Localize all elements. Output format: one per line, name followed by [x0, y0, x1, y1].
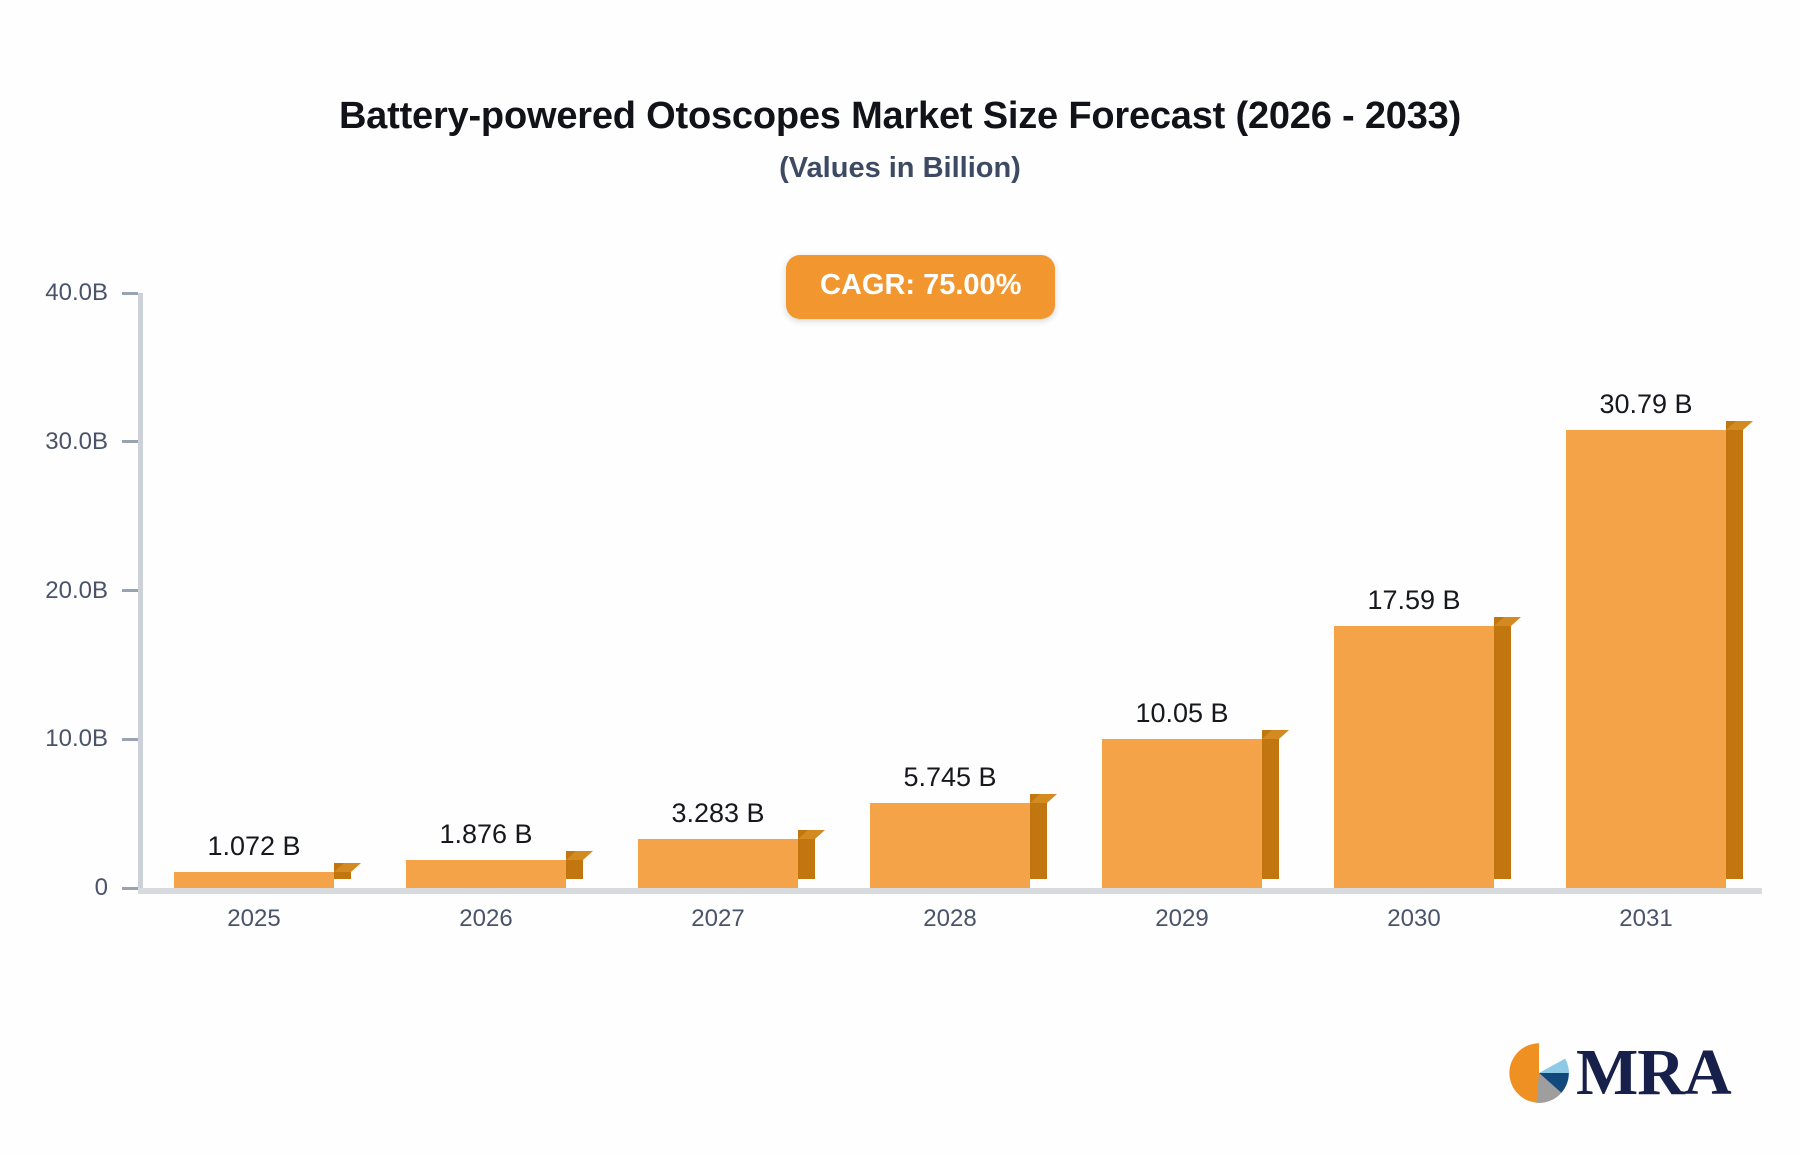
- bar-body: [870, 793, 1057, 888]
- title-block: Battery-powered Otoscopes Market Size Fo…: [0, 95, 1800, 185]
- x-axis-label-2025: 2025: [227, 905, 281, 932]
- mra-logo: MRA: [1508, 1036, 1732, 1109]
- y-axis-tick-mark: [122, 589, 138, 592]
- y-axis-tick-label: 40.0B: [45, 279, 108, 306]
- y-axis-tick-mark: [122, 737, 138, 741]
- x-axis-label-2030: 2030: [1387, 905, 1441, 932]
- y-axis-tick-label: 0: [94, 874, 108, 901]
- bar-value-label: 30.79 B: [1599, 389, 1693, 419]
- bar-2030[interactable]: 17.59 B: [1334, 585, 1521, 888]
- bar-side-face: [1030, 793, 1047, 879]
- x-axis-line: [138, 888, 1762, 894]
- bar-front-face: [406, 860, 566, 888]
- bar-value-label: 17.59 B: [1367, 585, 1461, 616]
- x-axis-labels: 2025 2026 2027 2028 2029 2030 2031: [138, 905, 1762, 945]
- y-axis-tick-mark: [122, 440, 138, 444]
- bar-side-face: [1494, 617, 1511, 879]
- y-axis-tick: 20.0B: [45, 577, 138, 605]
- bar-side-face: [1262, 729, 1279, 879]
- x-axis-label-2028: 2028: [923, 905, 977, 932]
- bar-value-label: 3.283 B: [671, 798, 765, 829]
- chart-subtitle: (Values in Billion): [779, 151, 1021, 184]
- bar-2028[interactable]: 5.745 B: [870, 762, 1057, 888]
- bar-value-label: 10.05 B: [1135, 697, 1229, 728]
- x-axis-label-2026: 2026: [459, 905, 513, 932]
- logo-text: MRA: [1576, 1036, 1732, 1109]
- bar-value-label: 5.745 B: [903, 761, 997, 792]
- bar-body: [406, 851, 593, 888]
- y-axis-tick: 30.0B: [45, 428, 138, 456]
- bar-2025[interactable]: 1.072 B: [174, 831, 361, 888]
- bar-side-face: [1726, 421, 1743, 879]
- bar-2027[interactable]: 3.283 B: [638, 798, 825, 888]
- bar-body: [1334, 617, 1521, 888]
- bar-front-face: [638, 839, 798, 888]
- y-axis-tick: 0: [95, 874, 138, 902]
- y-axis-tick-label: 30.0B: [45, 427, 108, 455]
- x-axis-label-2029: 2029: [1155, 905, 1209, 932]
- y-axis-tick-label: 10.0B: [45, 725, 108, 753]
- y-axis-tick-mark: [122, 886, 138, 890]
- bar-2031[interactable]: 30.79 B: [1566, 389, 1753, 888]
- bar-front-face: [174, 872, 334, 888]
- pie-chart-icon: [1509, 1043, 1569, 1103]
- bar-side-face: [798, 830, 815, 879]
- bar-front-face: [1102, 738, 1262, 888]
- plot-area: 40.0B 30.0B 20.0B 10.0B 0 1.072 B 1.876 B 3.28…: [45, 279, 1762, 901]
- bars-layer: 1.072 B 1.876 B 3.283 B 5.745 B 10.05 B 17.59…: [138, 293, 1762, 888]
- y-axis-tick: 10.0B: [45, 725, 138, 753]
- bar-front-face: [1334, 626, 1494, 888]
- bar-body: [1566, 421, 1753, 888]
- bar-front-face: [870, 802, 1030, 888]
- bar-2026[interactable]: 1.876 B: [406, 819, 593, 888]
- cagr-badge: CAGR: 75.00%: [786, 255, 1056, 319]
- bar-body: [174, 863, 361, 888]
- y-axis-line: [138, 293, 143, 888]
- x-axis-label-2031: 2031: [1619, 905, 1673, 932]
- bar-2029[interactable]: 10.05 B: [1102, 698, 1289, 888]
- bar-body: [638, 830, 825, 888]
- bar-value-label: 1.072 B: [207, 831, 301, 862]
- bar-value-label: 1.876 B: [439, 819, 533, 850]
- bar-body: [1102, 729, 1289, 888]
- y-axis-tick-label: 20.0B: [45, 576, 108, 604]
- y-axis-tick-mark: [122, 291, 138, 295]
- x-axis-label-2027: 2027: [691, 905, 745, 932]
- bar-front-face: [1566, 430, 1726, 888]
- y-axis-tick: 40.0B: [45, 279, 138, 307]
- page-title: Battery-powered Otoscopes Market Size Fo…: [338, 95, 1462, 137]
